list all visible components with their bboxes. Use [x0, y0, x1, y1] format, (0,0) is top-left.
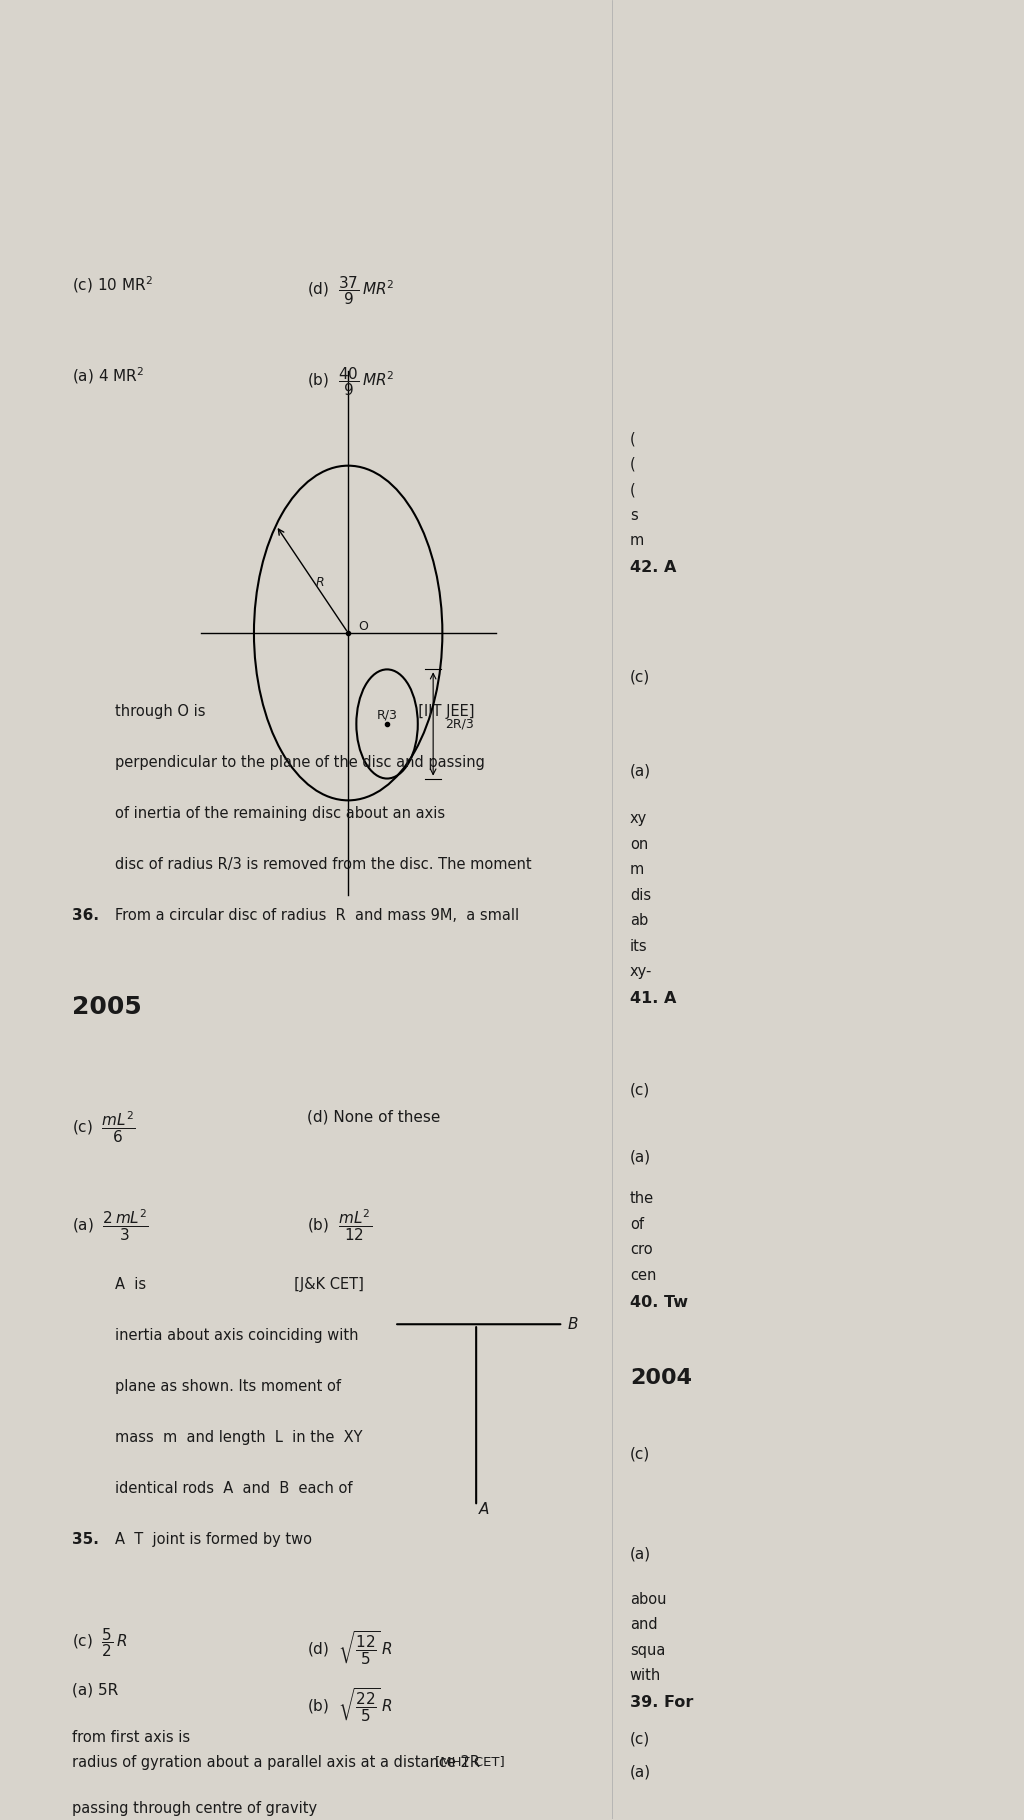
Text: m: m [630, 863, 644, 877]
Text: A: A [479, 1502, 489, 1518]
Text: xy-: xy- [630, 965, 652, 979]
Text: perpendicular to the plane of the disc and passing: perpendicular to the plane of the disc a… [115, 755, 484, 770]
Text: 2004: 2004 [630, 1369, 692, 1389]
Text: s: s [630, 508, 638, 522]
Text: (d)  $\sqrt{\dfrac{12}{5}}\,R$: (d) $\sqrt{\dfrac{12}{5}}\,R$ [307, 1631, 392, 1667]
Text: (c) 10 MR$^2$: (c) 10 MR$^2$ [72, 275, 153, 295]
Text: cro: cro [630, 1243, 652, 1258]
Text: A  T  joint is formed by two: A T joint is formed by two [115, 1532, 311, 1547]
Text: 39. For: 39. For [630, 1694, 693, 1711]
Text: (c): (c) [630, 1447, 650, 1461]
Text: (b)  $\dfrac{mL^2}{12}$: (b) $\dfrac{mL^2}{12}$ [307, 1208, 372, 1243]
Text: inertia about axis coinciding with: inertia about axis coinciding with [115, 1329, 358, 1343]
Text: (a): (a) [630, 764, 651, 779]
Text: cen: cen [630, 1269, 656, 1283]
Text: 36.: 36. [72, 908, 98, 923]
Text: (c)  $\dfrac{5}{2}\,R$: (c) $\dfrac{5}{2}\,R$ [72, 1627, 127, 1660]
Text: abou: abou [630, 1592, 667, 1607]
Text: O: O [358, 621, 369, 633]
Text: 41. A: 41. A [630, 992, 676, 1006]
Text: (: ( [630, 482, 636, 497]
Text: ab: ab [630, 914, 648, 928]
Text: on: on [630, 837, 648, 852]
Text: (c): (c) [630, 1731, 650, 1747]
Text: squa: squa [630, 1643, 666, 1658]
Text: through O is                                              [IIT JEE]: through O is [IIT JEE] [115, 704, 474, 719]
Text: 2005: 2005 [72, 996, 141, 1019]
Text: mass  m  and length  L  in the  XY: mass m and length L in the XY [115, 1431, 362, 1445]
Text: passing through centre of gravity: passing through centre of gravity [72, 1800, 316, 1816]
Text: identical rods  A  and  B  each of: identical rods A and B each of [115, 1481, 352, 1496]
Text: the: the [630, 1192, 654, 1207]
Text: from first axis is: from first axis is [72, 1729, 189, 1745]
Text: (a): (a) [630, 1150, 651, 1165]
Text: B: B [567, 1316, 578, 1332]
Text: with: with [630, 1669, 662, 1684]
Text: (d) None of these: (d) None of these [307, 1110, 440, 1125]
Text: R: R [315, 575, 324, 588]
Text: (a): (a) [630, 1547, 651, 1562]
Text: dis: dis [630, 888, 651, 903]
Text: From a circular disc of radius  R  and mass 9M,  a small: From a circular disc of radius R and mas… [115, 908, 519, 923]
Text: and: and [630, 1618, 657, 1633]
Text: 35.: 35. [72, 1532, 98, 1547]
Text: (: ( [630, 457, 636, 471]
Text: (: ( [630, 431, 636, 446]
Text: (b)  $\sqrt{\dfrac{22}{5}}\,R$: (b) $\sqrt{\dfrac{22}{5}}\,R$ [307, 1685, 392, 1724]
Text: of: of [630, 1218, 644, 1232]
Text: (d)  $\dfrac{37}{9}\,MR^2$: (d) $\dfrac{37}{9}\,MR^2$ [307, 275, 395, 308]
Text: m: m [630, 533, 644, 548]
Text: (a)  $\dfrac{2\,mL^2}{3}$: (a) $\dfrac{2\,mL^2}{3}$ [72, 1208, 148, 1243]
Text: disc of radius R/3 is removed from the disc. The moment: disc of radius R/3 is removed from the d… [115, 857, 531, 872]
Text: of inertia of the remaining disc about an axis: of inertia of the remaining disc about a… [115, 806, 444, 821]
Text: R/3: R/3 [377, 708, 397, 721]
Text: its: its [630, 939, 647, 954]
Text: (a) 5R: (a) 5R [72, 1682, 118, 1698]
Text: A  is                                [J&K CET]: A is [J&K CET] [115, 1278, 364, 1292]
Text: (c)  $\dfrac{mL^2}{6}$: (c) $\dfrac{mL^2}{6}$ [72, 1110, 135, 1145]
Text: (a): (a) [630, 1764, 651, 1780]
Text: (b)  $\dfrac{40}{9}\,MR^2$: (b) $\dfrac{40}{9}\,MR^2$ [307, 366, 395, 399]
Text: (a) 4 MR$^2$: (a) 4 MR$^2$ [72, 366, 144, 386]
Text: (c): (c) [630, 670, 650, 684]
Text: xy: xy [630, 812, 647, 826]
Text: 42. A: 42. A [630, 561, 676, 575]
Text: 2R/3: 2R/3 [445, 717, 474, 730]
Text: plane as shown. Its moment of: plane as shown. Its moment of [115, 1380, 341, 1394]
Text: [MHT CET]: [MHT CET] [435, 1754, 505, 1769]
Text: (c): (c) [630, 1083, 650, 1097]
Text: radius of gyration about a parallel axis at a distance 2R: radius of gyration about a parallel axis… [72, 1754, 479, 1771]
Text: 40. Tw: 40. Tw [630, 1296, 688, 1310]
